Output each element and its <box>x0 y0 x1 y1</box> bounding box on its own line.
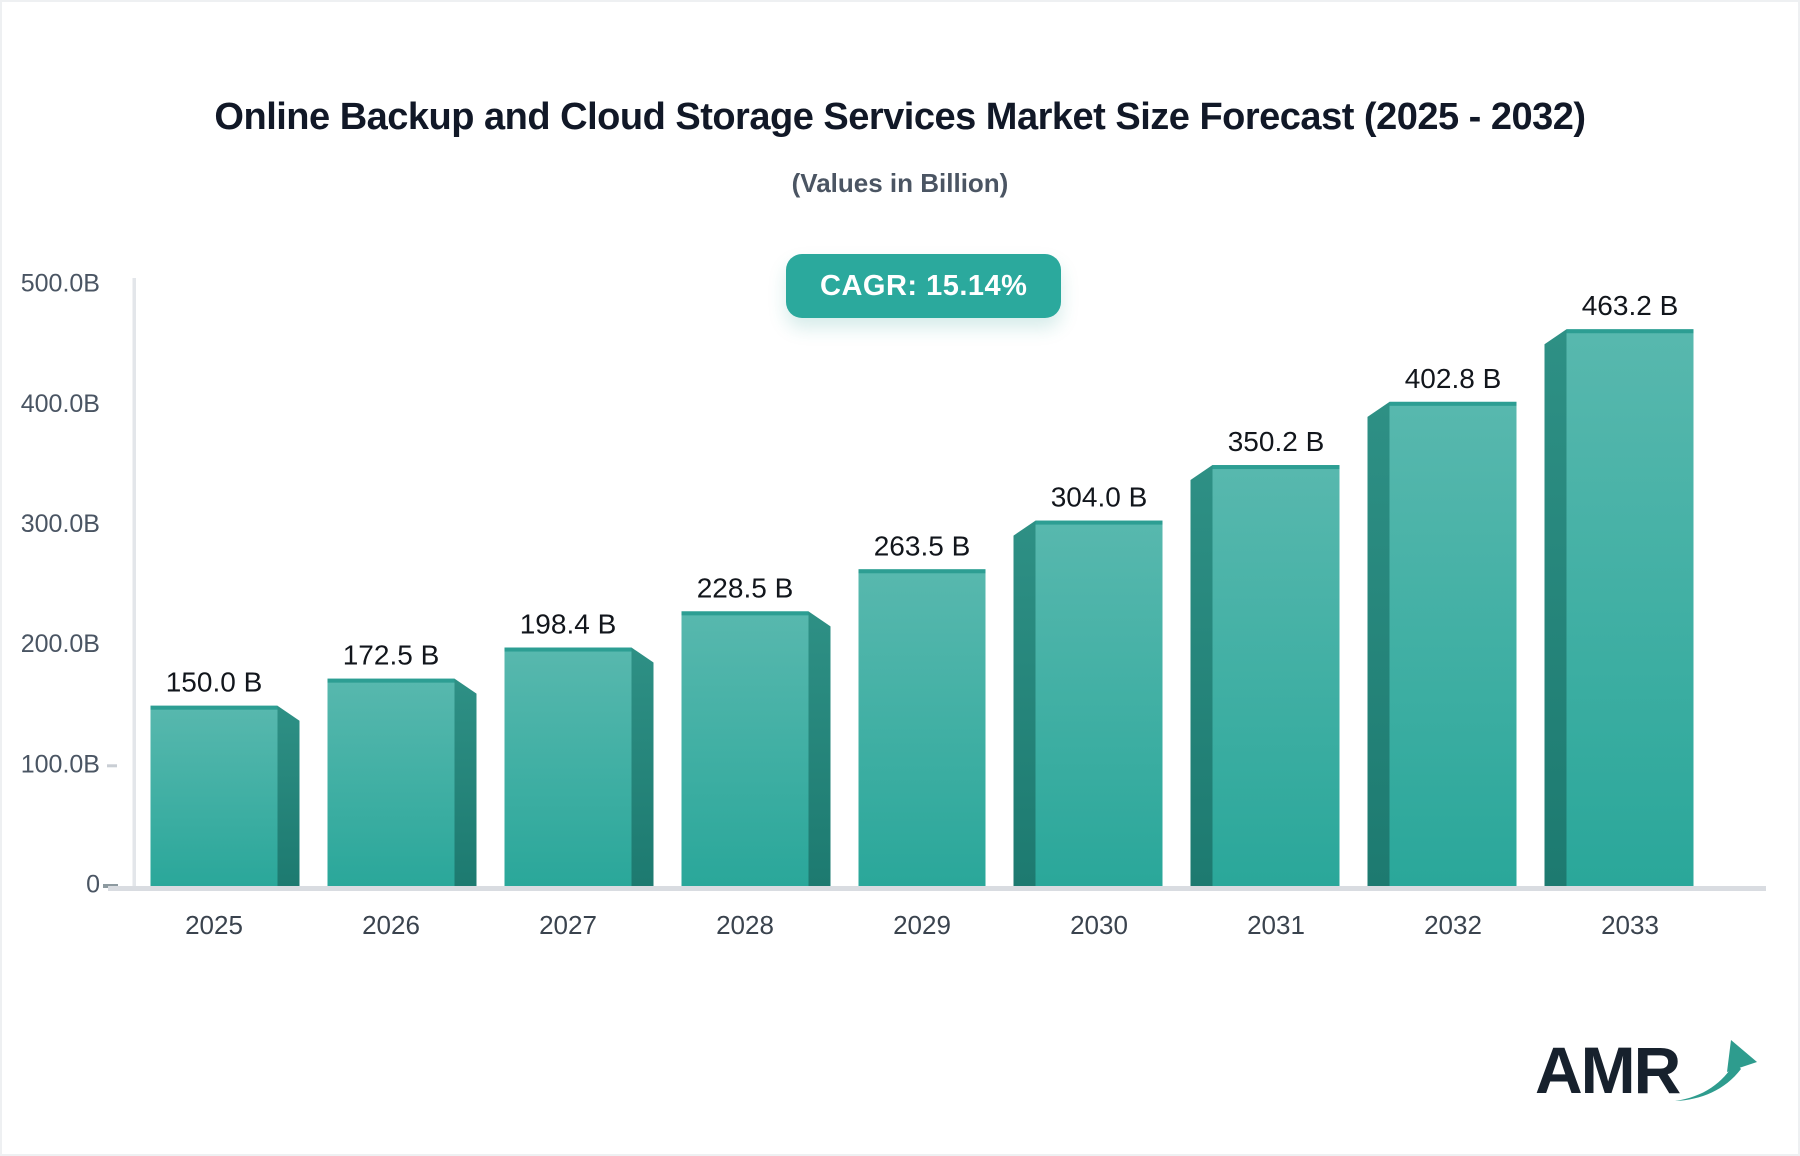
bar-top-edge <box>1566 329 1694 334</box>
y-axis-tick <box>107 764 117 768</box>
x-axis-label: 2033 <box>1601 910 1659 940</box>
chart-title: Online Backup and Cloud Storage Services… <box>214 96 1586 138</box>
bar-front-face <box>858 569 986 886</box>
bar-group-2028: 228.5 B 2028 <box>681 572 831 940</box>
bar-front-face <box>1389 401 1517 886</box>
bar-side-face <box>1544 329 1567 886</box>
bar-top-edge <box>150 705 278 710</box>
bar-value-label: 463.2 B <box>1582 290 1679 321</box>
bar-top-edge <box>327 678 455 683</box>
bar-value-label: 150.0 B <box>166 667 263 698</box>
brand-logo-text: AMR <box>1535 1033 1681 1107</box>
bar-front-face <box>504 647 632 886</box>
bar-group-2032: 402.8 B 2032 <box>1367 363 1517 940</box>
bar-front-face <box>1035 520 1163 886</box>
x-axis-label: 2025 <box>185 910 243 940</box>
x-axis-label: 2028 <box>716 910 774 940</box>
bar-group-2033: 463.2 B 2033 <box>1544 290 1694 940</box>
bar-value-label: 402.8 B <box>1405 363 1502 394</box>
bar-side-face <box>1367 401 1390 886</box>
bar-side-face <box>454 678 477 886</box>
cagr-badge: CAGR: 15.14% <box>786 254 1062 318</box>
y-axis-tick-label: 400.0B <box>21 390 100 418</box>
x-axis-label: 2032 <box>1424 910 1482 940</box>
x-axis-label: 2026 <box>362 910 420 940</box>
bar-side-face <box>631 647 654 886</box>
bar-group-2027: 198.4 B 2027 <box>504 609 654 940</box>
bar-front-face <box>150 705 278 886</box>
bar-top-edge <box>504 647 632 652</box>
chart-subtitle: (Values in Billion) <box>791 168 1009 198</box>
bar-value-label: 350.2 B <box>1228 426 1325 457</box>
y-axis-tick-label: 200.0B <box>21 630 100 658</box>
brand-logo: AMR <box>1535 1033 1763 1107</box>
growth-arrow-icon <box>1675 1040 1758 1101</box>
x-axis-label: 2027 <box>539 910 597 940</box>
y-axis-tick-label: 100.0B <box>21 750 100 778</box>
bar-value-label: 228.5 B <box>697 572 794 603</box>
x-axis-label: 2030 <box>1070 910 1128 940</box>
x-axis-label: 2031 <box>1247 910 1305 940</box>
bar-side-face <box>1190 465 1213 886</box>
y-axis-line <box>132 278 136 891</box>
bar-side-face <box>277 705 300 886</box>
bar-side-face <box>1013 520 1036 886</box>
y-axis-tick-label: 0 <box>86 871 100 899</box>
x-axis-label: 2029 <box>893 910 951 940</box>
bar-front-face <box>1212 465 1340 886</box>
bar-group-2031: 350.2 B 2031 <box>1190 426 1340 940</box>
x-axis-baseline <box>108 886 1766 891</box>
y-axis-tick-label: 300.0B <box>21 510 100 538</box>
bar-top-edge <box>858 569 986 574</box>
bar-group-2026: 172.5 B 2026 <box>327 640 477 940</box>
bar-front-face <box>327 678 455 886</box>
bar-value-label: 198.4 B <box>520 609 617 640</box>
bar-group-2029: 263.5 B 2029 <box>858 530 986 940</box>
bar-group-2030: 304.0 B 2030 <box>1013 482 1163 940</box>
bar-top-edge <box>1035 520 1163 525</box>
bar-value-label: 172.5 B <box>343 640 440 671</box>
bar-group-2025: 150.0 B 2025 <box>150 667 300 940</box>
bar-front-face <box>1566 329 1694 886</box>
bar-top-edge <box>681 611 809 616</box>
bar-side-face <box>808 611 831 886</box>
bar-top-edge <box>1212 465 1340 470</box>
bar-top-edge <box>1389 401 1517 406</box>
bar-front-face <box>681 611 809 886</box>
y-axis-tick-label: 500.0B <box>21 270 100 298</box>
bar-value-label: 304.0 B <box>1051 482 1148 513</box>
bar-value-label: 263.5 B <box>874 530 971 561</box>
